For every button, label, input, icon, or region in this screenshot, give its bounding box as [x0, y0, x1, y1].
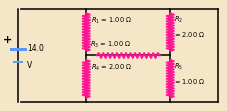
Text: 14.0: 14.0 [27, 44, 44, 53]
Text: $R_5$: $R_5$ [174, 61, 183, 72]
Text: $R_3$ = 1.00 $\Omega$: $R_3$ = 1.00 $\Omega$ [90, 39, 131, 50]
Text: = 1.00 $\Omega$: = 1.00 $\Omega$ [174, 76, 205, 86]
Text: $R_2$: $R_2$ [174, 15, 183, 25]
Text: V: V [27, 61, 32, 70]
Text: $R_4$ = 2.00 $\Omega$: $R_4$ = 2.00 $\Omega$ [91, 63, 132, 73]
Text: +: + [3, 35, 12, 45]
Text: $R_1$ = 1.00 $\Omega$: $R_1$ = 1.00 $\Omega$ [91, 16, 132, 26]
Text: = 2.00 $\Omega$: = 2.00 $\Omega$ [174, 30, 205, 39]
